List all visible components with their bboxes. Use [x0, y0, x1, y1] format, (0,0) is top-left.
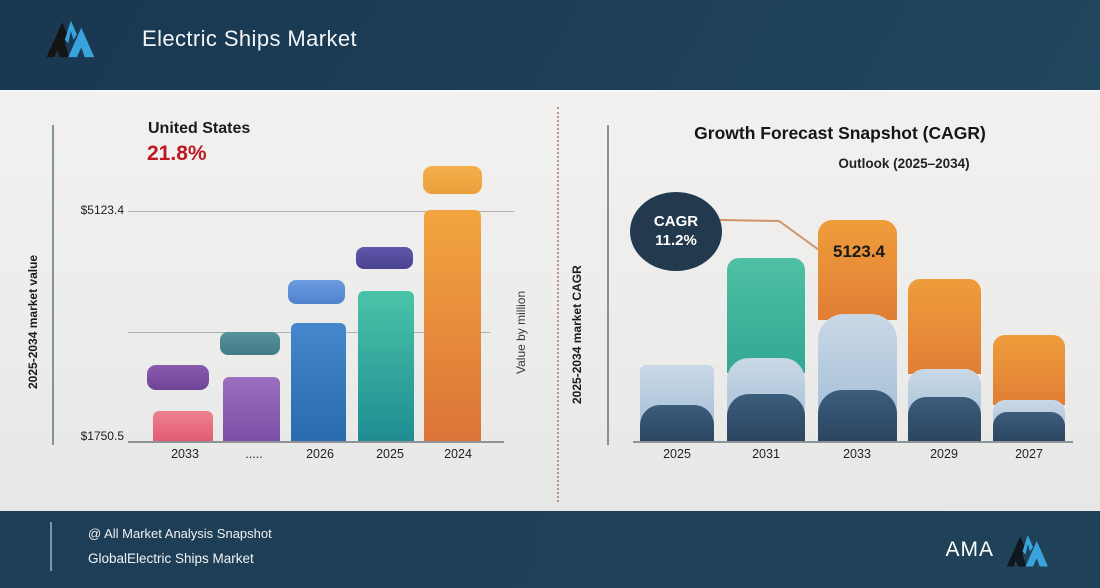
right-y-axis-title: 2025-2034 market CAGR: [570, 265, 584, 404]
left-bar-2025: [358, 291, 414, 441]
footer-brand-text: AMA: [945, 538, 994, 561]
left-x-axis-line: [128, 441, 504, 443]
dotted-divider: [557, 107, 559, 502]
charts-area: United States 21.8% 2025-2034 market val…: [0, 90, 1100, 511]
header-bar: Electric Ships Market: [0, 0, 1100, 90]
footer-divider-line: [50, 522, 52, 571]
left-x-tick-2025: 2025: [376, 447, 404, 461]
footer-snapshot-text: @ All Market Analysis Snapshot: [88, 526, 272, 541]
left-bar-dots: [223, 377, 280, 441]
right-bar-2033-base: [818, 390, 897, 442]
right-x-axis-line: [633, 441, 1073, 443]
left-cap-dots: [220, 332, 280, 355]
left-chart-cagr-value: 21.8%: [147, 142, 207, 165]
right-x-tick-2027: 2027: [1015, 447, 1043, 461]
right-chart-title: Growth Forecast Snapshot (CAGR): [694, 123, 986, 143]
footer-market-text: GlobalElectric Ships Market: [88, 551, 254, 566]
left-cap-2025: [356, 247, 413, 269]
left-y-axis-title: 2025-2034 market value: [26, 254, 40, 390]
left-x-tick-dots: .....: [245, 447, 263, 461]
left-y-axis-line: [52, 125, 54, 445]
left-gridline-top: [128, 211, 514, 212]
footer-brand: AMA: [945, 529, 1050, 571]
cagr-badge-value: 11.2%: [655, 231, 697, 249]
left-x-tick-2026: 2026: [306, 447, 334, 461]
left-y-tick-top: $5123.4: [80, 203, 124, 217]
right-bar-2033-top: [818, 220, 897, 320]
cagr-badge-label: CAGR: [653, 212, 699, 230]
left-right-axis-label: Value by million: [514, 290, 528, 374]
footer-ama-logo-icon: [1006, 535, 1048, 567]
right-bar-2033-value-label: 5123.4: [833, 242, 885, 261]
right-bar-2025-base: [640, 405, 714, 442]
left-x-tick-2024: 2024: [444, 447, 472, 461]
right-x-tick-2029: 2029: [930, 447, 958, 461]
right-x-tick-2033: 2033: [843, 447, 871, 461]
footer-bar: @ All Market Analysis Snapshot GlobalEle…: [0, 511, 1100, 588]
right-y-axis-line: [607, 125, 609, 445]
left-y-tick-bottom: $1750.5: [80, 429, 124, 443]
right-bar-2029-top: [908, 279, 981, 374]
left-bar-2026: [291, 323, 346, 441]
left-bar-2024: [424, 210, 481, 441]
left-cap-2033: [147, 365, 209, 390]
right-bar-2031-top: [727, 258, 805, 373]
right-bar-2031-base: [727, 394, 805, 442]
right-bar-2027-top: [993, 335, 1065, 405]
left-cap-2024: [423, 166, 482, 194]
ama-logo-icon: [46, 20, 95, 58]
left-chart-region-label: United States: [148, 120, 251, 137]
left-bar-2033: [153, 411, 213, 441]
right-bar-2027-base: [993, 412, 1065, 442]
page-title: Electric Ships Market: [142, 26, 358, 51]
right-x-tick-2025: 2025: [663, 447, 691, 461]
right-chart-subtitle: Outlook (2025–2034): [838, 156, 970, 171]
left-x-tick-2033: 2033: [171, 447, 199, 461]
cagr-badge: CAGR 11.2%: [630, 192, 722, 271]
right-x-tick-2031: 2031: [752, 447, 780, 461]
right-bar-2029-base: [908, 397, 981, 442]
left-cap-2026: [288, 280, 345, 304]
